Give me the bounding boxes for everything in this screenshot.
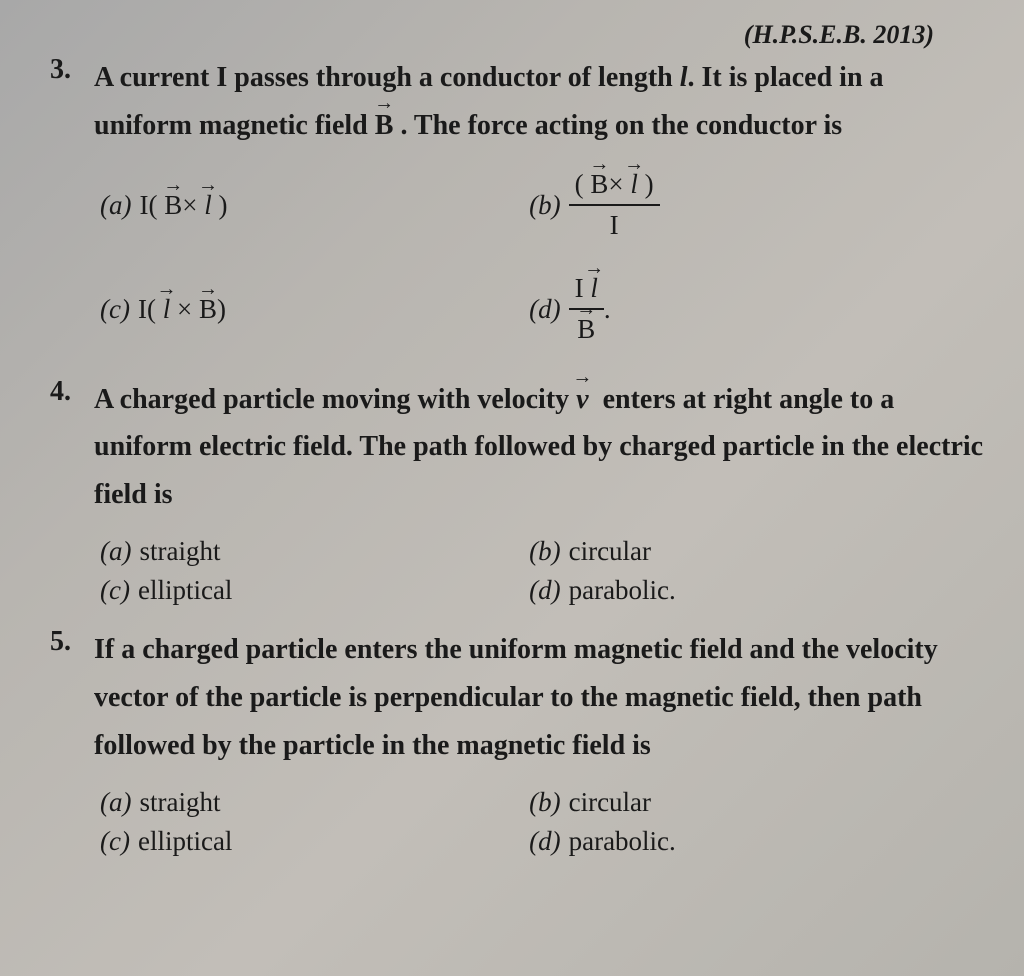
frac-den: B — [571, 310, 601, 347]
option-text: straight — [139, 536, 220, 567]
option-label: (d) — [529, 294, 560, 325]
q4-option-a: (a) straight — [100, 536, 529, 567]
q5-option-c: (c) elliptical — [100, 826, 529, 857]
opt-c-l: l — [163, 294, 171, 325]
q4-options-row1: (a) straight (b) circular — [100, 536, 994, 567]
question-3: 3. A current I passes through a conducto… — [50, 54, 994, 348]
page-content: (H.P.S.E.B. 2013) 3. A current I passes … — [50, 20, 994, 857]
q5-option-a: (a) straight — [100, 787, 529, 818]
option-math: ( B× l ) I — [569, 167, 660, 243]
opt-c-B: B — [199, 294, 217, 325]
exam-citation: (H.P.S.E.B. 2013) — [50, 20, 934, 50]
question-text: If a charged particle enters the uniform… — [94, 626, 988, 769]
option-text: parabolic. — [569, 575, 676, 606]
q3-options: (a) I( B× l ) (b) ( B× l ) I — [100, 167, 994, 347]
question-5: 5. If a charged particle enters the unif… — [50, 626, 994, 857]
frac-num: ( B× l ) — [569, 167, 660, 206]
option-text: elliptical — [138, 575, 232, 606]
question-text: A charged particle moving with velocity … — [94, 376, 988, 519]
option-label: (d) — [529, 826, 560, 857]
question-text: A current I passes through a conductor o… — [94, 54, 988, 149]
opt-a-B: B — [164, 190, 182, 221]
opt-d-period: . — [604, 294, 611, 325]
q4-option-c: (c) elliptical — [100, 575, 529, 606]
opt-a-I: I( — [139, 190, 164, 220]
q3-l: l — [680, 62, 688, 93]
opt-b-l: l — [630, 167, 638, 202]
q5-options-row2: (c) elliptical (d) parabolic. — [100, 826, 994, 857]
question-number: 4. — [50, 376, 90, 408]
q5-options: (a) straight (b) circular (c) elliptical… — [100, 787, 994, 857]
q3-option-a: (a) I( B× l ) — [100, 190, 529, 221]
q4-options-row2: (c) elliptical (d) parabolic. — [100, 575, 994, 606]
option-label: (a) — [100, 190, 131, 221]
q3-options-row1: (a) I( B× l ) (b) ( B× l ) I — [100, 167, 994, 243]
option-text: elliptical — [138, 826, 232, 857]
option-label: (b) — [529, 190, 560, 221]
q4-option-b: (b) circular — [529, 536, 958, 567]
option-text: circular — [569, 536, 651, 567]
q4-options: (a) straight (b) circular (c) elliptical… — [100, 536, 994, 606]
opt-d-B: B — [577, 312, 595, 347]
q3-B-vector: B — [375, 102, 394, 150]
opt-c-close: ) — [217, 294, 226, 324]
q5-option-b: (b) circular — [529, 787, 958, 818]
q3-text-part3: . The force acting on the conductor is — [393, 110, 842, 141]
option-label: (b) — [529, 536, 560, 567]
question-number: 5. — [50, 626, 90, 658]
q5-options-row1: (a) straight (b) circular — [100, 787, 994, 818]
opt-a-l: l — [204, 190, 212, 221]
q4-text-part1: A charged particle moving with velocity — [94, 384, 576, 415]
q4-v-vector: v — [576, 376, 588, 424]
q3-option-c: (c) I( l × B) — [100, 294, 529, 325]
option-label: (d) — [529, 575, 560, 606]
frac-den: I — [604, 206, 625, 243]
option-text: straight — [139, 787, 220, 818]
option-math: I l B — [569, 271, 604, 347]
option-label: (a) — [100, 787, 131, 818]
option-math: I( B× l ) — [139, 190, 227, 221]
opt-b-B: B — [590, 167, 608, 202]
option-label: (c) — [100, 294, 130, 325]
option-label: (c) — [100, 575, 130, 606]
q3-options-row2: (c) I( l × B) (d) I l B . — [100, 271, 994, 347]
q4-option-d: (d) parabolic. — [529, 575, 958, 606]
question-4: 4. A charged particle moving with veloci… — [50, 376, 994, 607]
q3-option-d: (d) I l B . — [529, 271, 958, 347]
option-label: (c) — [100, 826, 130, 857]
question-number: 3. — [50, 54, 90, 86]
option-math: I( l × B) — [138, 294, 226, 325]
opt-b-open: ( — [575, 169, 591, 199]
option-label: (a) — [100, 536, 131, 567]
q3-option-b: (b) ( B× l ) I — [529, 167, 958, 243]
option-text: parabolic. — [569, 826, 676, 857]
option-label: (b) — [529, 787, 560, 818]
q5-option-d: (d) parabolic. — [529, 826, 958, 857]
option-text: circular — [569, 787, 651, 818]
